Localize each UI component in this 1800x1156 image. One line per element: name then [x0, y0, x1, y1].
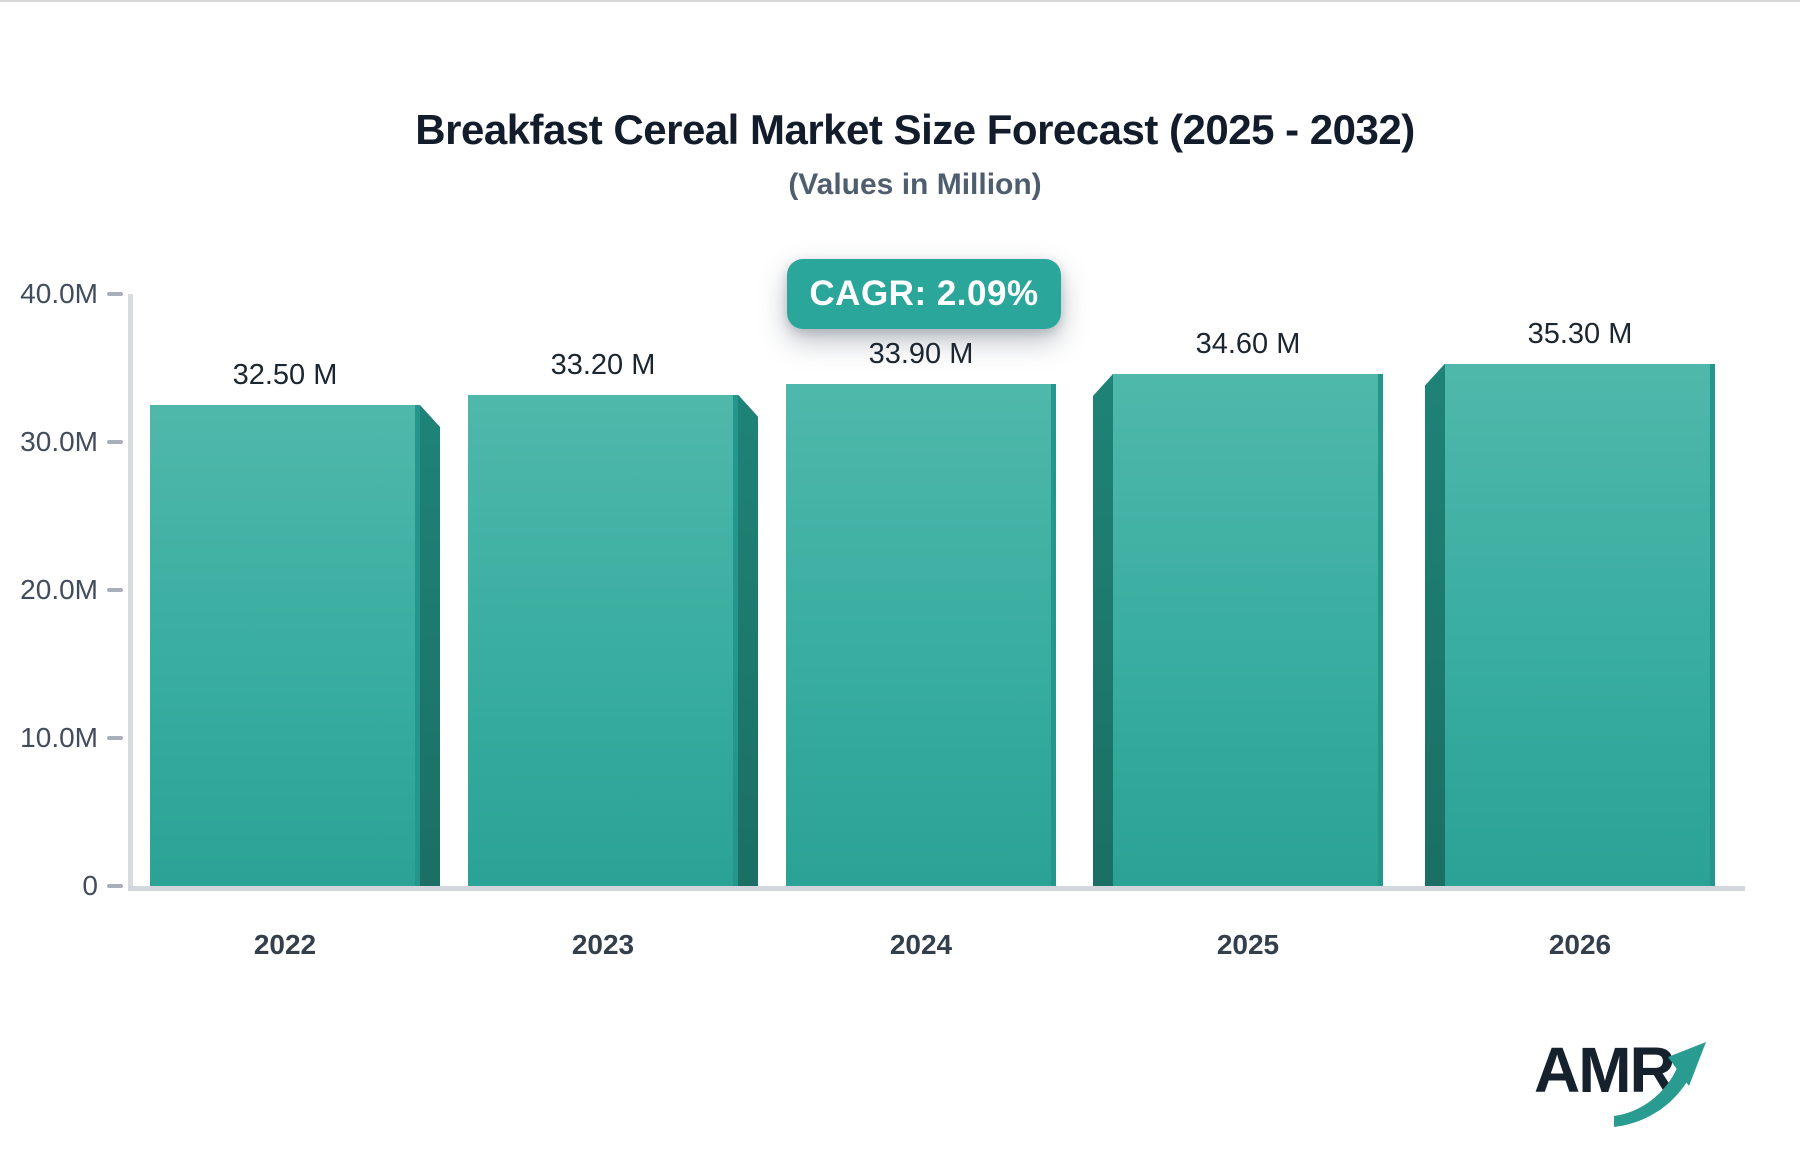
bar-2023	[468, 394, 738, 886]
bar-3d-side	[420, 405, 440, 886]
bar-2026	[1445, 363, 1715, 886]
bar-value-label: 35.30 M	[1527, 317, 1633, 350]
amr-logo: AMR	[1534, 1034, 1706, 1127]
bar-2025	[1113, 373, 1383, 886]
x-axis-line	[128, 886, 1745, 891]
cagr-badge-label: CAGR: 2.09%	[809, 274, 1039, 313]
bar-3d-side	[1425, 363, 1445, 886]
cagr-badge: CAGR: 2.09%	[787, 259, 1061, 329]
y-axis-tick-label: 10.0M	[20, 722, 98, 753]
x-axis-label-2026: 2026	[1548, 929, 1612, 960]
amr-logo-text: AMR	[1534, 1034, 1675, 1106]
bar-value-label: 34.60 M	[1195, 327, 1301, 360]
x-axis-label-2023: 2023	[571, 929, 635, 960]
x-axis-label-2024: 2024	[889, 929, 953, 960]
y-axis-tick-label: 40.0M	[20, 278, 98, 309]
y-axis-tick-mark	[107, 440, 123, 444]
bar-3d-side	[738, 394, 758, 886]
y-axis-line	[128, 294, 133, 891]
x-axis-label-2025: 2025	[1216, 929, 1280, 960]
bar-value-label: 33.90 M	[868, 338, 974, 371]
y-axis-tick-label: 0	[82, 870, 98, 901]
bar-3d-side	[1093, 373, 1113, 886]
bar-2024	[786, 384, 1056, 886]
chart-title: Breakfast Cereal Market Size Forecast (2…	[415, 106, 1415, 153]
x-axis-label-2022: 2022	[253, 929, 317, 960]
bar-value-label: 33.20 M	[550, 348, 656, 381]
y-axis-tick-mark	[107, 884, 123, 888]
y-axis-tick-mark	[107, 588, 123, 592]
y-axis-tick-mark	[107, 292, 123, 296]
y-axis-tick-label: 20.0M	[20, 574, 98, 605]
amr-logo-arrow-head	[1668, 1042, 1706, 1086]
chart-subtitle: (Values in Million)	[788, 168, 1042, 201]
amr-logo-arrow-swoosh	[1614, 1066, 1691, 1127]
bar-2022	[150, 405, 420, 886]
y-axis-tick-mark	[107, 736, 123, 740]
y-axis-tick-label: 30.0M	[20, 426, 98, 457]
bar-value-label: 32.50 M	[232, 359, 338, 391]
